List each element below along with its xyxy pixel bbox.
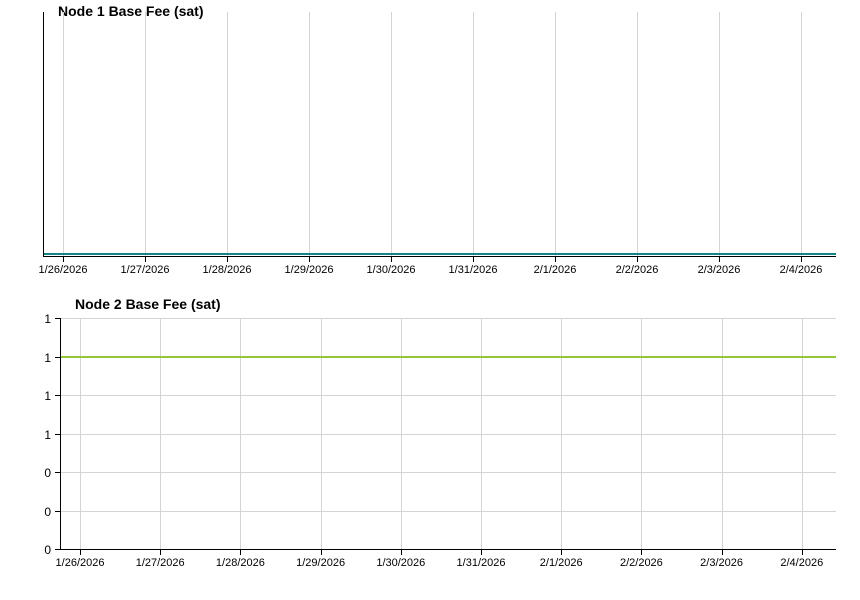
x-axis-tick-label: 2/4/2026 xyxy=(780,557,824,569)
vertical-gridline xyxy=(801,318,803,549)
y-axis-tick-label: 0 xyxy=(44,542,51,557)
x-axis-tick xyxy=(555,256,556,262)
vertical-gridline xyxy=(309,12,310,256)
vertical-gridline xyxy=(561,318,563,549)
x-axis-tick xyxy=(641,549,643,555)
x-axis-tick-label: 2/1/2026 xyxy=(539,557,583,569)
x-axis-tick xyxy=(400,549,402,555)
y-axis-tick-label: 0 xyxy=(44,465,51,480)
y-axis-tick xyxy=(55,357,61,358)
node2-chart-title: Node 2 Base Fee (sat) xyxy=(75,296,221,312)
x-axis-tick-label: 2/3/2026 xyxy=(700,557,744,569)
vertical-gridline xyxy=(160,318,162,549)
x-axis-tick xyxy=(160,549,162,555)
x-axis-tick-label: 1/30/2026 xyxy=(366,264,416,276)
y-axis-tick xyxy=(55,318,61,319)
x-axis-tick-label: 1/27/2026 xyxy=(135,557,185,569)
y-axis-tick xyxy=(55,395,61,396)
x-axis-tick xyxy=(801,256,802,262)
vertical-gridline xyxy=(721,318,723,549)
x-axis-tick-label: 1/30/2026 xyxy=(376,557,426,569)
vertical-gridline xyxy=(400,318,402,549)
x-axis-tick xyxy=(719,256,720,262)
y-axis-tick-label: 1 xyxy=(44,350,51,365)
x-axis-tick xyxy=(391,256,392,262)
horizontal-gridline xyxy=(61,511,836,512)
x-axis-tick-label: 2/2/2026 xyxy=(619,557,663,569)
x-axis-tick xyxy=(320,549,322,555)
vertical-gridline xyxy=(63,12,64,256)
x-axis-tick-label: 1/28/2026 xyxy=(215,557,265,569)
vertical-gridline xyxy=(320,318,322,549)
x-axis-tick xyxy=(481,549,482,555)
x-axis-tick-label: 1/29/2026 xyxy=(284,264,334,276)
y-axis-tick-label: 1 xyxy=(44,427,51,442)
x-axis-tick-label: 1/26/2026 xyxy=(38,264,88,276)
y-axis-tick xyxy=(55,472,61,473)
y-axis-tick-label: 1 xyxy=(44,388,51,403)
vertical-gridline xyxy=(641,318,643,549)
y-axis-tick xyxy=(55,549,61,550)
x-axis-tick xyxy=(801,549,803,555)
horizontal-gridline xyxy=(61,472,836,473)
vertical-gridline xyxy=(391,12,392,256)
x-axis-tick xyxy=(63,256,64,262)
y-axis-tick-label: 1 xyxy=(44,311,51,326)
vertical-gridline xyxy=(801,12,802,256)
vertical-gridline xyxy=(145,12,146,256)
x-axis-tick xyxy=(227,256,228,262)
y-axis-tick xyxy=(55,511,61,512)
x-axis-tick-label: 1/26/2026 xyxy=(55,557,105,569)
y-axis-tick-label: 0 xyxy=(44,504,51,519)
x-axis-tick xyxy=(240,549,242,555)
x-axis-tick-label: 2/2/2026 xyxy=(615,264,659,276)
x-axis-tick-label: 1/31/2026 xyxy=(456,557,506,569)
x-axis-tick xyxy=(145,256,146,262)
x-axis-tick-label: 1/29/2026 xyxy=(296,557,346,569)
x-axis-tick-label: 1/31/2026 xyxy=(448,264,498,276)
node2-plot-area: 1/26/2026 1/27/2026 1/28/2026 1/29/2026 1/30… xyxy=(44,313,836,569)
vertical-gridline xyxy=(227,12,228,256)
node1-chart-title: Node 1 Base Fee (sat) xyxy=(58,3,204,19)
x-axis-tick-label: 1/28/2026 xyxy=(202,264,252,276)
vertical-gridline xyxy=(637,12,638,256)
x-axis-tick xyxy=(561,549,563,555)
vertical-gridline xyxy=(481,318,482,549)
vertical-gridline xyxy=(555,12,556,256)
x-axis-tick xyxy=(637,256,638,262)
x-axis-tick-label: 2/1/2026 xyxy=(533,264,577,276)
horizontal-gridline xyxy=(61,434,836,435)
vertical-gridline xyxy=(473,12,474,256)
x-axis-tick xyxy=(80,549,81,555)
node1-plot-area: 1/26/2026 1/27/2026 1/28/2026 1/29/2026 1/30… xyxy=(39,12,836,276)
y-axis-tick xyxy=(55,434,61,435)
vertical-gridline xyxy=(719,12,720,256)
series-line-node-1-base-fee xyxy=(44,253,836,255)
x-axis-tick-label: 1/27/2026 xyxy=(120,264,170,276)
x-axis-tick xyxy=(309,256,310,262)
horizontal-gridline xyxy=(61,318,836,319)
x-axis-tick xyxy=(473,256,474,262)
horizontal-gridline xyxy=(61,395,836,396)
x-axis-tick xyxy=(721,549,723,555)
vertical-gridline xyxy=(80,318,81,549)
series-line-node-2-base-fee xyxy=(61,355,836,358)
vertical-gridline xyxy=(240,318,242,549)
x-axis-tick-label: 2/3/2026 xyxy=(697,264,741,276)
x-axis-tick-label: 2/4/2026 xyxy=(779,264,823,276)
